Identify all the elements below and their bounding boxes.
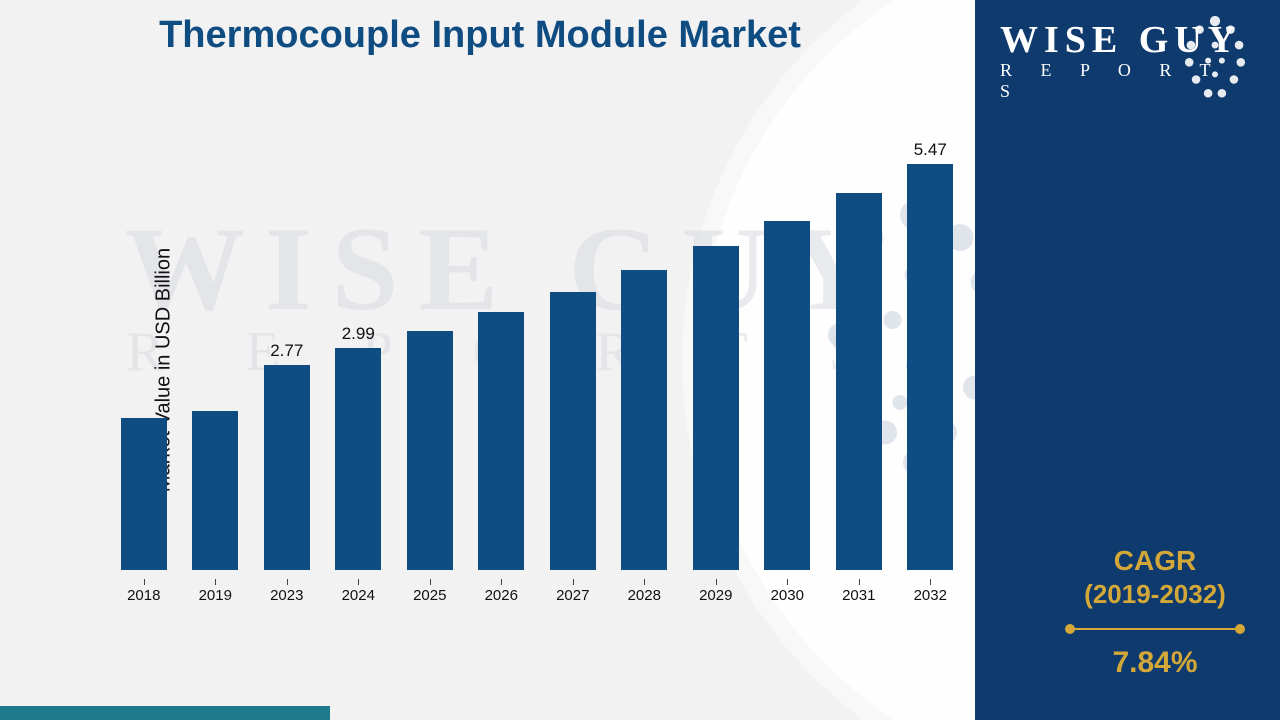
x-tick: 2025 xyxy=(404,587,456,604)
canvas: WISE GUY R E P O R T S Thermocouple Inpu… xyxy=(0,0,1280,720)
bar-slot: 5.47 xyxy=(905,164,957,570)
bar-value-label: 2.77 xyxy=(261,341,313,361)
bar xyxy=(621,270,667,570)
bar xyxy=(836,193,882,570)
x-tick: 2031 xyxy=(833,587,885,604)
bar-value-label: 2.99 xyxy=(333,324,385,344)
bar xyxy=(693,246,739,570)
bar-slot xyxy=(476,312,528,570)
x-axis: 2018 2019 2023 2024 2025 2026 2027 2028 2029 2030… xyxy=(112,587,962,604)
x-tick: 2032 xyxy=(905,587,957,604)
bar-slot xyxy=(762,221,814,570)
bar xyxy=(335,348,381,570)
cagr-period: (2019-2032) xyxy=(1030,579,1280,610)
x-tick: 2028 xyxy=(619,587,671,604)
x-tick: 2024 xyxy=(333,587,385,604)
page-title: Thermocouple Input Module Market xyxy=(0,14,960,57)
bar-slot xyxy=(619,270,671,570)
bar xyxy=(550,292,596,570)
plot-area: 2.77 2.99 5.47 xyxy=(112,140,962,570)
cagr-divider xyxy=(1070,628,1240,630)
bar-slot xyxy=(690,246,742,570)
bar xyxy=(907,164,953,570)
bars-container: 2.77 2.99 5.47 xyxy=(112,140,962,570)
bar xyxy=(764,221,810,570)
bar-value-label: 5.47 xyxy=(905,140,957,160)
bar xyxy=(264,365,310,570)
x-tick: 2026 xyxy=(476,587,528,604)
cagr-label: CAGR xyxy=(1030,545,1280,577)
x-tick: 2023 xyxy=(261,587,313,604)
bar xyxy=(407,331,453,570)
x-tick: 2019 xyxy=(190,587,242,604)
bar-slot: 2.77 xyxy=(261,365,313,570)
x-tick: 2018 xyxy=(118,587,170,604)
bar xyxy=(478,312,524,570)
bottom-accent-bar xyxy=(0,706,330,720)
bar-slot xyxy=(118,418,170,570)
bar-slot xyxy=(190,411,242,570)
bar-slot xyxy=(404,331,456,570)
brand-logo: WISE GUY R E P O R T S xyxy=(1000,18,1250,102)
bar xyxy=(121,418,167,570)
x-tick: 2027 xyxy=(547,587,599,604)
bar-slot xyxy=(833,193,885,570)
cagr-value: 7.84% xyxy=(1030,646,1280,680)
x-tick: 2029 xyxy=(690,587,742,604)
bar-slot: 2.99 xyxy=(333,348,385,570)
logo-head-icon xyxy=(1172,10,1258,106)
bar xyxy=(192,411,238,570)
bar-chart: Market Value in USD Billion 2.772.995.47… xyxy=(82,140,962,600)
x-tick: 2030 xyxy=(762,587,814,604)
bar-slot xyxy=(547,292,599,570)
cagr-block: CAGR (2019-2032) 7.84% xyxy=(1030,545,1280,680)
